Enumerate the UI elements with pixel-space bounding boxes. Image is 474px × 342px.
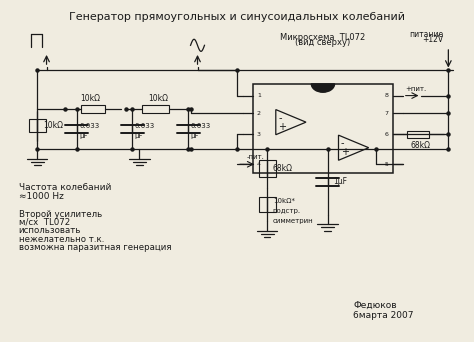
- Text: нежелательно т.к.: нежелательно т.к.: [18, 235, 104, 244]
- Text: 6: 6: [385, 132, 389, 137]
- Text: 0.033: 0.033: [191, 123, 211, 129]
- Text: -: -: [341, 139, 344, 148]
- Text: 10kΩ: 10kΩ: [81, 94, 100, 103]
- Text: +12V: +12V: [423, 35, 444, 44]
- Text: +пит.: +пит.: [405, 86, 427, 92]
- Text: возможна паразитная генерация: возможна паразитная генерация: [18, 243, 171, 252]
- Text: 0.033: 0.033: [79, 123, 100, 129]
- Text: Генератор прямоугольных и синусоидальных колебаний: Генератор прямоугольных и синусоидальных…: [69, 12, 405, 22]
- Text: 68kΩ: 68kΩ: [273, 164, 293, 173]
- Text: 5: 5: [385, 162, 389, 167]
- Text: симметрин: симметрин: [273, 218, 313, 224]
- Text: -: -: [278, 113, 282, 123]
- Text: 10kΩ*: 10kΩ*: [273, 198, 295, 204]
- Text: 7: 7: [385, 111, 389, 116]
- Text: μF: μF: [191, 133, 199, 139]
- Bar: [259, 160, 275, 177]
- Bar: [142, 105, 169, 113]
- Wedge shape: [311, 84, 335, 92]
- Text: питание: питание: [410, 30, 444, 39]
- Text: использовать: использовать: [18, 226, 81, 235]
- Text: 2: 2: [257, 111, 261, 116]
- Text: ≈1000 Hz: ≈1000 Hz: [18, 192, 64, 201]
- Bar: [259, 197, 275, 212]
- Text: Федюков: Федюков: [353, 301, 397, 310]
- Text: 8: 8: [385, 93, 389, 98]
- Text: +: +: [278, 121, 286, 132]
- Text: 6марта 2007: 6марта 2007: [353, 311, 414, 320]
- Text: μF: μF: [79, 133, 88, 139]
- Bar: [407, 131, 429, 138]
- Bar: [253, 84, 392, 173]
- Text: подстр.: подстр.: [273, 208, 301, 214]
- Text: м/сх  TL072: м/сх TL072: [18, 218, 70, 227]
- Bar: [81, 105, 105, 113]
- Text: 10kΩ: 10kΩ: [43, 121, 63, 130]
- Text: 0.033: 0.033: [135, 123, 155, 129]
- Text: 4: 4: [257, 162, 261, 167]
- Bar: [29, 119, 46, 132]
- Text: -пит.: -пит.: [246, 154, 264, 160]
- Text: 3: 3: [257, 132, 261, 137]
- Text: (вид сверху): (вид сверху): [295, 38, 351, 47]
- Text: Частота колебаний: Частота колебаний: [18, 183, 111, 192]
- Text: +: +: [341, 147, 349, 157]
- Text: 1μF: 1μF: [333, 177, 347, 186]
- Text: 1: 1: [257, 93, 261, 98]
- Text: Микросхема  TL072: Микросхема TL072: [280, 33, 365, 42]
- Text: 10kΩ: 10kΩ: [148, 94, 168, 103]
- Text: Второй усилитель: Второй усилитель: [18, 210, 102, 219]
- Text: 68kΩ: 68kΩ: [410, 141, 430, 149]
- Text: μF: μF: [135, 133, 143, 139]
